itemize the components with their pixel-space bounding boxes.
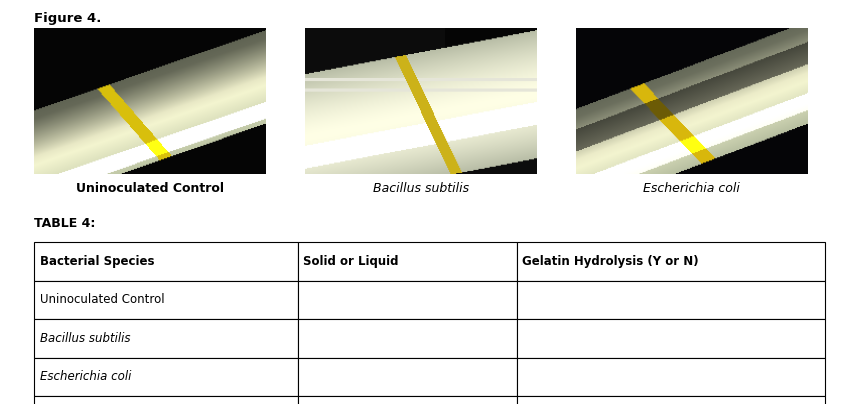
Text: Escherichia coli: Escherichia coli bbox=[643, 182, 740, 195]
Text: Solid or Liquid: Solid or Liquid bbox=[303, 255, 399, 268]
Text: Escherichia coli: Escherichia coli bbox=[40, 370, 131, 383]
Bar bbox=[517, 319, 825, 358]
Text: Bacillus subtilis: Bacillus subtilis bbox=[373, 182, 469, 195]
Bar bbox=[298, 319, 517, 358]
Bar bbox=[34, 358, 298, 396]
Text: TABLE 4:: TABLE 4: bbox=[34, 217, 95, 230]
Bar bbox=[298, 281, 517, 319]
Bar bbox=[517, 281, 825, 319]
Text: Figure 4.: Figure 4. bbox=[34, 12, 101, 25]
Text: Bacterial Species: Bacterial Species bbox=[40, 255, 154, 268]
Bar bbox=[34, 281, 298, 319]
Bar bbox=[298, 242, 517, 281]
Bar bbox=[298, 396, 517, 404]
Text: Gelatin Hydrolysis (Y or N): Gelatin Hydrolysis (Y or N) bbox=[522, 255, 699, 268]
Bar bbox=[517, 358, 825, 396]
Text: Uninoculated Control: Uninoculated Control bbox=[76, 182, 224, 195]
Bar bbox=[34, 242, 298, 281]
Text: Bacillus subtilis: Bacillus subtilis bbox=[40, 332, 130, 345]
Bar bbox=[298, 358, 517, 396]
Bar bbox=[517, 242, 825, 281]
Text: Uninoculated Control: Uninoculated Control bbox=[40, 293, 164, 307]
Bar bbox=[34, 396, 298, 404]
Bar bbox=[34, 319, 298, 358]
Bar bbox=[517, 396, 825, 404]
